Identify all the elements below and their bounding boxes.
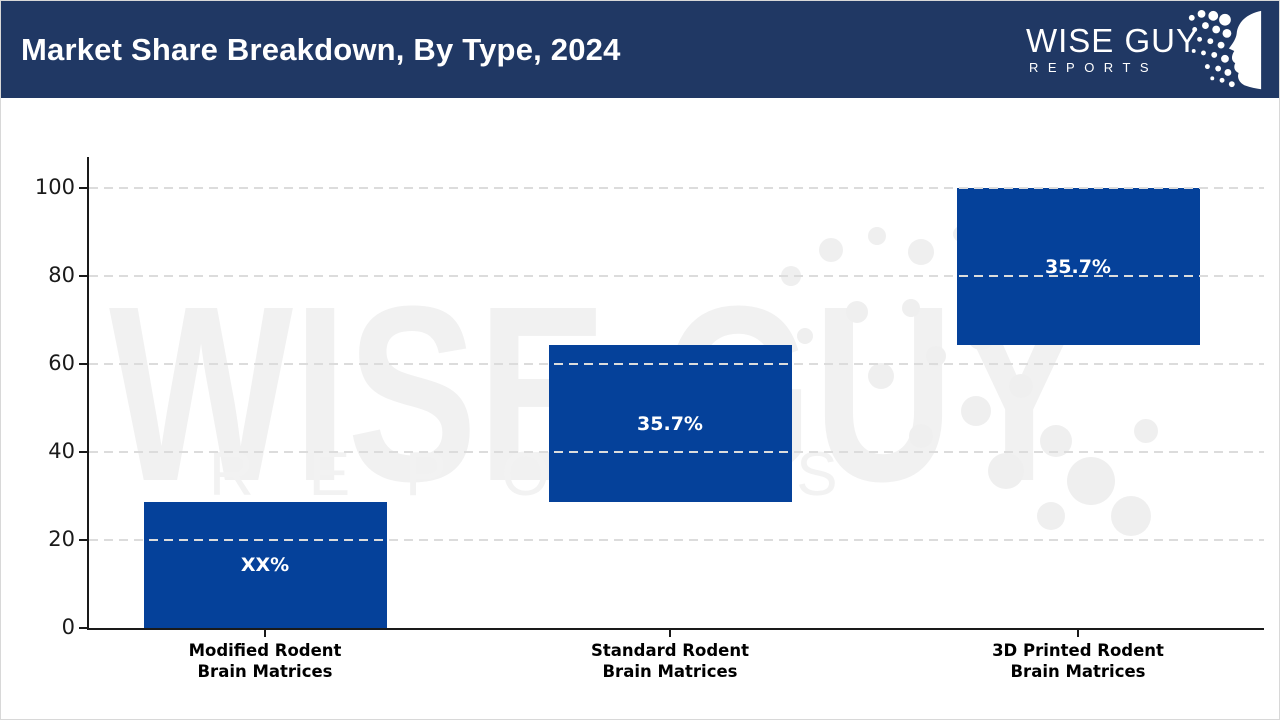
y-tick-label: 40: [48, 439, 75, 463]
y-tick: [79, 451, 87, 453]
bar-segment: XX%: [143, 502, 387, 628]
y-tick: [79, 363, 87, 365]
y-tick-label: 60: [48, 351, 75, 375]
header-bar: Market Share Breakdown, By Type, 2024 WI…: [1, 1, 1279, 98]
x-tick: [1077, 630, 1079, 637]
y-tick: [79, 627, 87, 629]
y-axis: [87, 157, 89, 630]
y-tick-label: 80: [48, 263, 75, 287]
bar-segment: 35.7%: [548, 345, 792, 503]
x-axis: [87, 628, 1264, 630]
logo-text: WISE GUY REPORTS: [1026, 24, 1199, 75]
x-category-label: 3D Printed Rodent Brain Matrices: [918, 640, 1238, 682]
x-category-line1: 3D Printed Rodent: [992, 641, 1164, 660]
page-title: Market Share Breakdown, By Type, 2024: [21, 31, 621, 67]
y-tick-label: 20: [48, 527, 75, 551]
logo-face-icon: [1188, 9, 1262, 89]
logo-subtitle: REPORTS: [1028, 60, 1159, 75]
grid-line: [89, 275, 1264, 277]
y-tick-label: 100: [34, 175, 75, 199]
y-tick-label: 0: [61, 615, 75, 639]
x-category-line2: Brain Matrices: [602, 662, 738, 681]
logo-wordmark: WISE GUY: [1025, 22, 1199, 59]
grid-line: [89, 539, 1264, 541]
x-tick: [669, 630, 671, 637]
grid-line: [89, 451, 1264, 453]
y-tick: [79, 187, 87, 189]
bar-value-label: 35.7%: [637, 412, 703, 435]
x-category-line2: Brain Matrices: [197, 662, 333, 681]
x-category-label: Modified Rodent Brain Matrices: [105, 640, 425, 682]
bar-segment: 35.7%: [956, 188, 1200, 346]
x-category-line1: Modified Rodent: [188, 641, 342, 660]
x-tick: [264, 630, 266, 637]
x-category-line1: Standard Rodent: [591, 641, 749, 660]
y-tick: [79, 539, 87, 541]
x-category-line2: Brain Matrices: [1010, 662, 1146, 681]
wise-guy-logo: WISE GUY REPORTS: [1026, 8, 1265, 92]
bar-value-label: XX%: [240, 554, 290, 577]
grid-line: [89, 187, 1264, 189]
bar-value-label: 35.7%: [1045, 255, 1111, 278]
grid-line: [89, 363, 1264, 365]
x-category-label: Standard Rodent Brain Matrices: [510, 640, 830, 682]
y-tick: [79, 275, 87, 277]
